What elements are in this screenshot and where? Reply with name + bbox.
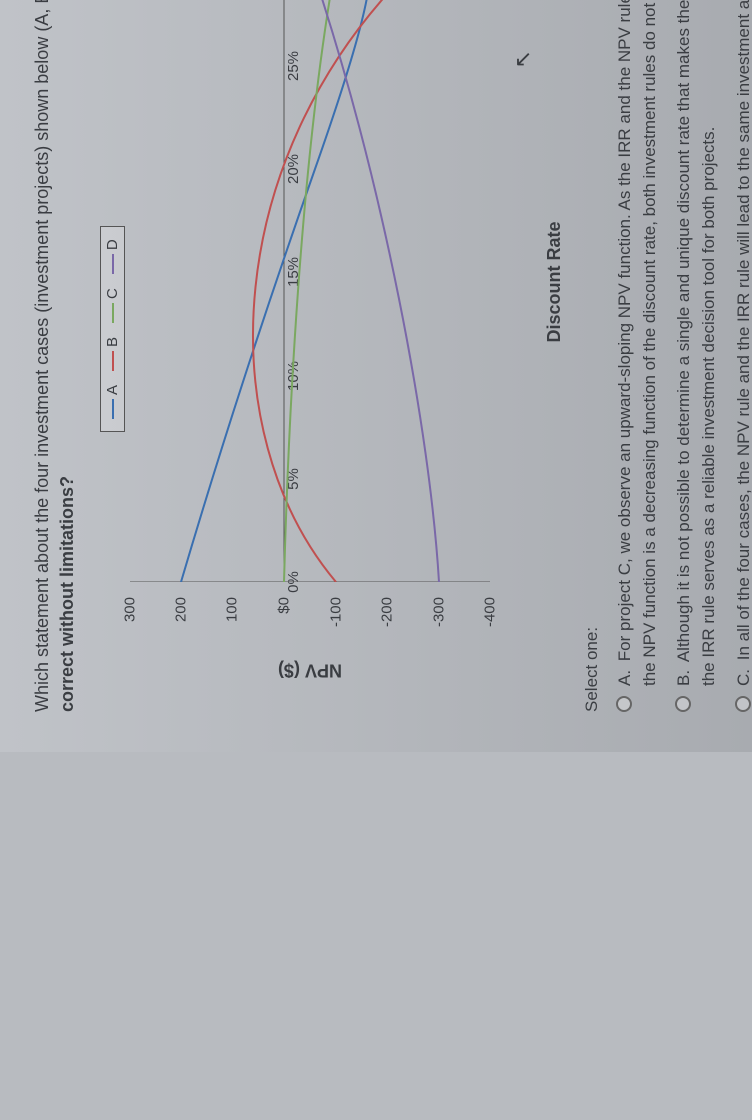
answer-option[interactable]: B. Although it is not possible to determ… bbox=[672, 0, 721, 712]
legend-label-d: D bbox=[104, 239, 121, 250]
chart-legend: A B C D bbox=[100, 226, 125, 432]
option-text: B. Although it is not possible to determ… bbox=[672, 0, 721, 686]
y-tick-label: 100 bbox=[224, 597, 241, 622]
y-tick-label: 200 bbox=[173, 597, 190, 622]
radio-icon[interactable] bbox=[675, 696, 691, 712]
y-tick-label: 300 bbox=[122, 597, 139, 622]
legend-swatch-c bbox=[112, 303, 114, 323]
legend-item-c: C bbox=[104, 288, 121, 323]
legend-item-d: D bbox=[104, 239, 121, 274]
x-axis-label: Discount Rate bbox=[544, 221, 565, 342]
radio-icon[interactable] bbox=[616, 696, 632, 712]
y-tick-label: -300 bbox=[431, 597, 448, 627]
question-line2: correct without limitations? bbox=[57, 476, 77, 712]
legend-label-b: B bbox=[104, 337, 121, 347]
y-axis-label: NPV ($) bbox=[278, 659, 342, 680]
option-text: A. For project C, we observe an upward-s… bbox=[613, 0, 662, 686]
legend-label-a: A bbox=[104, 385, 121, 395]
select-one-label: Select one: bbox=[580, 0, 605, 712]
radio-icon[interactable] bbox=[735, 696, 751, 712]
plot-area bbox=[130, 0, 490, 582]
legend-swatch-a bbox=[112, 399, 114, 419]
answer-options: Select one: A. For project C, we observe… bbox=[580, 0, 752, 712]
cursor-arrow-icon: ↖ bbox=[510, 50, 536, 68]
series-line-b bbox=[253, 0, 418, 582]
question-line1: Which statement about the four investmen… bbox=[32, 0, 52, 712]
legend-swatch-b bbox=[112, 351, 114, 371]
legend-label-c: C bbox=[104, 288, 121, 299]
option-text: C. In all of the four cases, the NPV rul… bbox=[732, 0, 752, 686]
series-line-c bbox=[284, 0, 336, 582]
legend-item-a: A bbox=[104, 385, 121, 419]
answer-option[interactable]: C. In all of the four cases, the NPV rul… bbox=[732, 0, 752, 712]
legend-swatch-d bbox=[112, 254, 114, 274]
answer-option[interactable]: A. For project C, we observe an upward-s… bbox=[613, 0, 662, 712]
series-line-a bbox=[181, 0, 370, 582]
legend-item-b: B bbox=[104, 337, 121, 371]
y-tick-label: $0 bbox=[276, 597, 293, 614]
y-tick-label: -400 bbox=[482, 597, 499, 627]
series-line-d bbox=[310, 0, 439, 582]
y-tick-label: -100 bbox=[328, 597, 345, 627]
question-text: Which statement about the four investmen… bbox=[30, 0, 80, 712]
npv-chart: A B C D NPV ($) Discount Rate 300200100$… bbox=[100, 0, 520, 632]
y-ticks: 300200100$0-100-200-300-400 bbox=[130, 587, 490, 642]
y-tick-label: -200 bbox=[379, 597, 396, 627]
